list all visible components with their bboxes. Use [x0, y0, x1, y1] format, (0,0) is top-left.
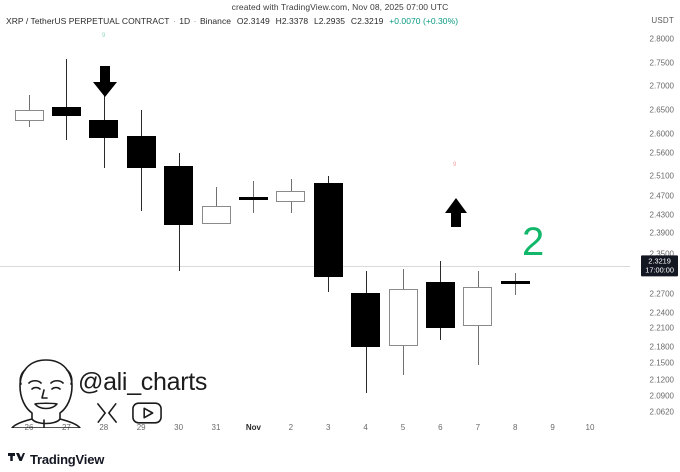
social-links: [96, 402, 162, 429]
symbol-info-bar: XRP / TetherUS PERPETUAL CONTRACT · 1D ·…: [6, 16, 459, 26]
up-arrow-marker[interactable]: [444, 198, 468, 233]
time-axis-tick: 2: [288, 423, 294, 432]
time-axis-tick: 5: [400, 423, 406, 432]
current-price-tag: 2.3219 17:00:00: [641, 255, 678, 277]
tradingview-logo-glyph: [8, 453, 25, 461]
time-axis-tick: 3: [325, 423, 331, 432]
up-arrow-dot: 9: [453, 162, 457, 168]
down-arrow-icon: [93, 66, 117, 97]
candle-body: [202, 205, 231, 225]
chart-plot-area[interactable]: 9 9 2: [0, 26, 630, 420]
down-arrow-dot: 9: [102, 33, 106, 39]
price-axis-tick: 2.1800: [649, 342, 674, 352]
count-label: 2: [522, 220, 545, 264]
symbol-separator-1: ·: [172, 16, 176, 26]
current-price-time: 17:00:00: [645, 265, 674, 274]
candle-body: [426, 281, 455, 329]
interval-label[interactable]: 1D: [179, 16, 191, 26]
x-twitter-icon[interactable]: [96, 402, 118, 429]
candle-body: [239, 197, 268, 201]
candle-body: [314, 183, 343, 277]
price-axis-tick: 2.2700: [649, 289, 674, 299]
symbol-separator-2: ·: [193, 16, 197, 26]
time-axis-tick: 30: [174, 423, 184, 432]
price-axis-tick: 2.6500: [649, 105, 674, 115]
time-axis-tick: 8: [512, 423, 518, 432]
candle-wick: [515, 272, 516, 295]
candle-wick: [253, 180, 254, 214]
ohlc-high: H2.3378: [275, 16, 309, 26]
price-axis[interactable]: USDT 2.8000 2.7500 2.7000 2.6500 2.6000 2.560…: [630, 16, 680, 420]
price-axis-tick: 2.0620: [649, 407, 674, 417]
tradingview-brand-name: TradingView: [30, 451, 105, 467]
price-axis-unit: USDT: [651, 16, 674, 25]
time-axis-tick: 31: [211, 423, 221, 432]
up-arrow-icon: [445, 198, 467, 227]
time-axis-tick: 28: [99, 423, 109, 432]
social-handle: @ali_charts: [78, 368, 208, 396]
price-axis-tick: 2.4700: [649, 191, 674, 201]
price-axis-tick: 2.3900: [649, 228, 674, 238]
candle-body: [276, 190, 305, 202]
time-axis-tick: 4: [363, 423, 368, 432]
exchange-label[interactable]: Binance: [199, 16, 232, 26]
price-axis-tick: 2.2400: [649, 308, 674, 318]
youtube-icon[interactable]: [132, 402, 162, 429]
ohlc-change: +0.0070 (+0.30%): [389, 16, 459, 26]
ohlc-close: C2.3219: [350, 16, 384, 26]
price-axis-tick: 2.2100: [649, 323, 674, 333]
x-twitter-glyph: [97, 403, 117, 423]
price-axis-tick: 2.5600: [649, 148, 674, 158]
tradingview-footer: TradingView: [8, 450, 104, 468]
avatar-portrait-icon: [11, 359, 81, 429]
candle-wick: [216, 186, 217, 216]
time-axis-tick: 9: [550, 423, 555, 432]
candle-body: [15, 109, 44, 121]
symbol-name[interactable]: XRP / TetherUS PERPETUAL CONTRACT: [6, 16, 170, 26]
ohlc-open: O2.3149: [236, 16, 270, 26]
time-axis-tick: 10: [585, 423, 595, 432]
price-axis-tick: 2.8000: [649, 34, 674, 44]
time-axis-tick: 6: [438, 423, 443, 432]
candle-body: [52, 107, 81, 116]
price-axis-tick: 2.7000: [649, 81, 674, 91]
time-axis-tick: 7: [475, 423, 481, 432]
candle-body: [501, 280, 530, 284]
candle-body: [127, 136, 156, 168]
created-with-caption: created with TradingView.com, Nov 08, 20…: [231, 2, 449, 12]
youtube-glyph: [132, 402, 162, 424]
price-axis-tick: 2.5100: [649, 171, 674, 181]
time-axis-tick: Nov: [245, 423, 261, 432]
price-axis-tick: 2.7500: [649, 58, 674, 68]
current-price-value: 2.3219: [648, 256, 671, 266]
price-axis-tick: 2.1200: [649, 375, 674, 385]
tradingview-logo-icon: [8, 450, 25, 468]
ohlc-low: L2.2935: [313, 16, 346, 26]
price-axis-tick: 2.1500: [649, 358, 674, 368]
price-axis-tick: 2.3500: [649, 249, 674, 259]
candle-body: [164, 166, 193, 225]
price-axis-tick: 2.6000: [649, 129, 674, 139]
avatar: [8, 356, 218, 429]
candle-body: [463, 286, 492, 327]
candle-body: [89, 119, 118, 138]
price-axis-tick: 2.4300: [649, 210, 674, 220]
down-arrow-marker[interactable]: [92, 66, 118, 103]
candle-body: [351, 292, 380, 348]
price-axis-tick: 2.0900: [649, 391, 674, 401]
candle-body: [389, 289, 418, 347]
time-axis-tick: 29: [136, 423, 146, 432]
candle-wick: [66, 59, 67, 141]
